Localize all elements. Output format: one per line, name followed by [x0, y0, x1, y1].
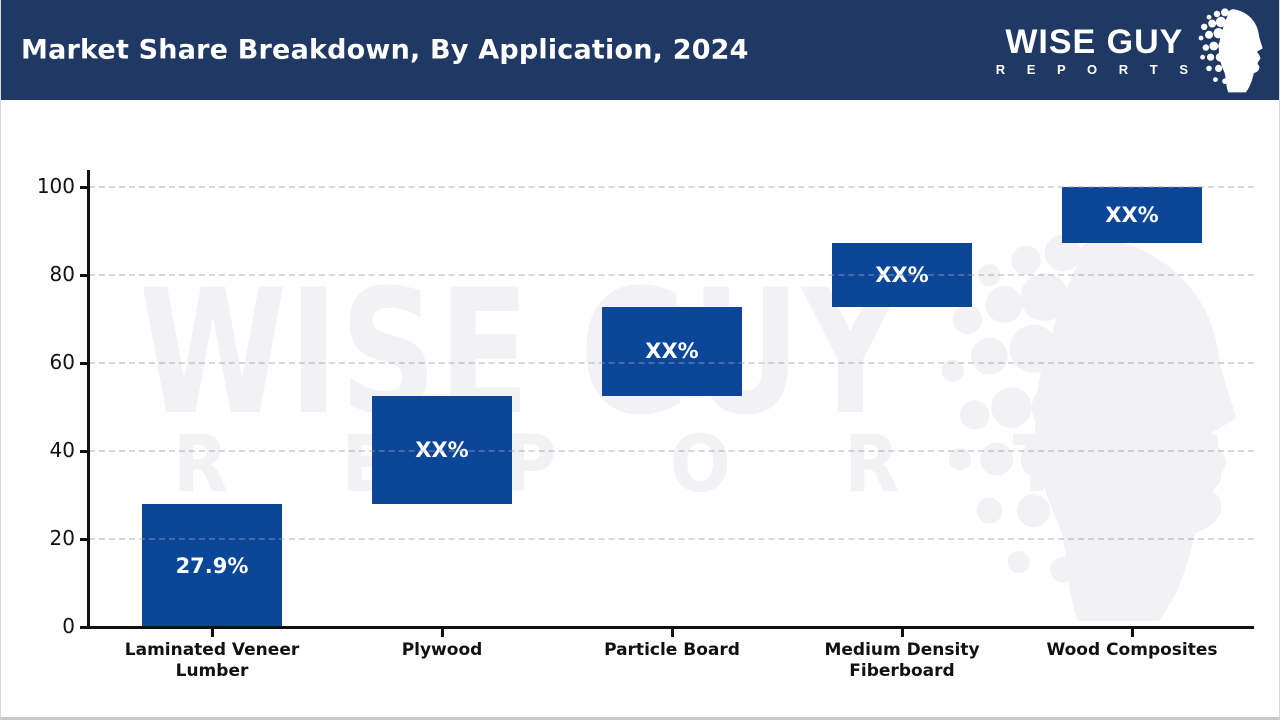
y-tick [80, 274, 89, 277]
header-band: Market Share Breakdown, By Application, … [1, 0, 1279, 100]
x-tick [671, 628, 674, 637]
logo-name: WISE GUY [1005, 23, 1184, 62]
gridline [89, 538, 1254, 540]
x-category-label: Medium Density Fiberboard [824, 640, 980, 681]
gridline [89, 450, 1254, 452]
bar-plywood: XX% [372, 395, 512, 505]
bar-value-label: 27.9% [175, 553, 249, 578]
y-tick-label: 20 [49, 526, 75, 550]
bar-wood-composites: XX% [1062, 187, 1202, 243]
y-tick-label: 100 [36, 174, 75, 198]
y-tick-label: 0 [62, 614, 75, 638]
watermark-head-icon [941, 234, 1236, 622]
bar-value-label: XX% [1105, 202, 1159, 227]
bar-medium-density-fiberboard: XX% [832, 242, 972, 308]
y-tick [80, 450, 89, 453]
y-tick-label: 40 [49, 438, 75, 462]
gridline [89, 362, 1254, 364]
y-tick [80, 538, 89, 541]
bar-laminated-veneer-lumber: 27.9% [142, 504, 282, 627]
y-tick [80, 186, 89, 189]
x-axis-line [87, 626, 1254, 629]
y-tick-label: 80 [49, 262, 75, 286]
x-category-label: Wood Composites [1046, 640, 1218, 660]
logo-text: WISE GUY R E P O R T S [992, 23, 1197, 77]
bar-value-label: XX% [875, 262, 929, 287]
watermark-text-line1: WISE GUY [139, 252, 901, 453]
bar-value-label: XX% [645, 339, 699, 364]
logo-head-icon [1198, 8, 1263, 93]
logo-tagline: R E P O R T S [995, 61, 1197, 77]
x-category-label: Laminated Veneer Lumber [124, 640, 300, 681]
x-tick [901, 628, 904, 637]
x-tick [1131, 628, 1134, 637]
gridline [89, 274, 1254, 276]
y-tick-label: 60 [49, 350, 75, 374]
x-tick [211, 628, 214, 637]
chart-title: Market Share Breakdown, By Application, … [21, 34, 749, 66]
gridline [89, 186, 1254, 188]
y-tick [80, 362, 89, 365]
x-category-label: Plywood [401, 640, 483, 660]
logo: WISE GUY R E P O R T S [992, 6, 1267, 94]
x-tick [441, 628, 444, 637]
bar-particle-board: XX% [602, 307, 742, 396]
x-category-label: Particle Board [604, 640, 740, 660]
y-axis-line [87, 170, 90, 629]
bar-value-label: XX% [415, 437, 469, 462]
y-tick [80, 626, 89, 629]
